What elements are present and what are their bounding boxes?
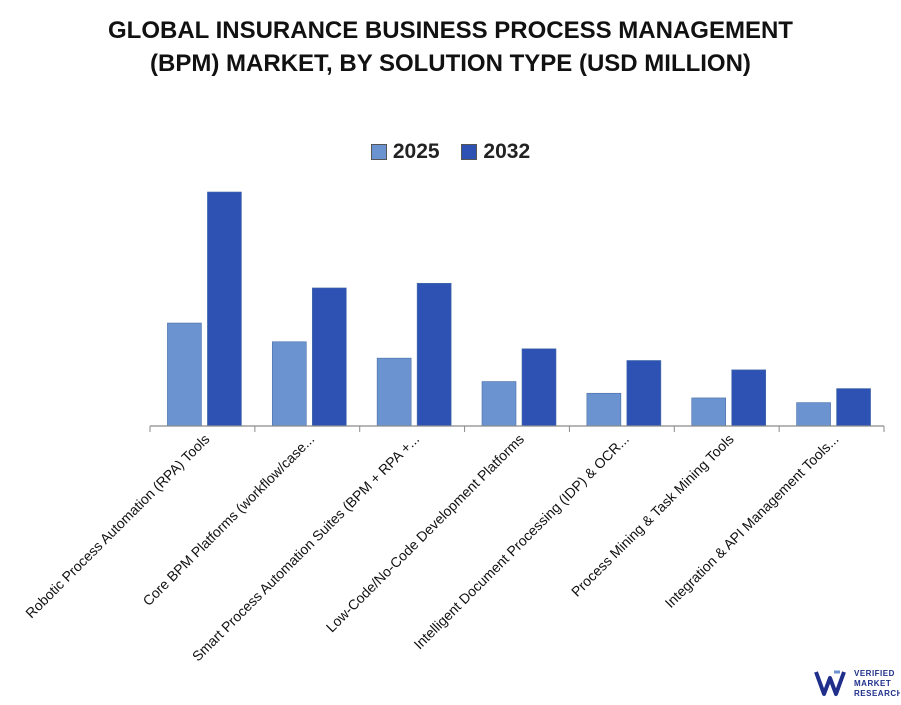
legend-label-2032: 2032 xyxy=(483,140,531,163)
logo-line-3: RESEARCH xyxy=(854,689,900,698)
x-tick-label-6: Integration & API Management Tools... xyxy=(662,431,842,611)
bar-2025-3 xyxy=(481,381,517,427)
legend-label-2025: 2025 xyxy=(392,140,440,163)
chart-title: GLOBAL INSURANCE BUSINESS PROCESS MANAGE… xyxy=(0,14,901,80)
bar-2025-5 xyxy=(691,397,727,427)
logo-line-2: MARKET xyxy=(854,679,891,688)
brand-logo: VERIFIED MARKET RESEARCH xyxy=(814,669,900,698)
legend-swatch-2025 xyxy=(370,144,387,160)
legend: 2025 2032 xyxy=(0,140,901,166)
logo-mark-icon xyxy=(814,670,846,696)
bar-2025-2 xyxy=(376,357,412,427)
bar-2025-4 xyxy=(586,392,622,427)
logo-line-1: VERIFIED xyxy=(854,669,895,678)
bar-2032-2 xyxy=(416,282,452,427)
bar-2032-4 xyxy=(626,360,662,427)
x-tick-label-5: Process Mining & Task Mining Tools xyxy=(568,431,737,600)
x-tick-label-3: Low-Code/No-Code Development Platforms xyxy=(323,431,527,635)
legend-item-2032: 2032 xyxy=(461,140,530,164)
bar-2032-0 xyxy=(207,191,242,427)
bar-2032-5 xyxy=(731,369,767,427)
x-tick-label-2: Smart Process Automation Suites (BPM + R… xyxy=(189,431,422,664)
legend-swatch-2032 xyxy=(461,144,478,160)
x-tick-label-1: Core BPM Platforms (workflow/case... xyxy=(139,431,317,609)
bar-2032-3 xyxy=(521,348,557,427)
x-tick-label-4: Intelligent Document Processing (IDP) & … xyxy=(410,431,631,652)
bar-2032-1 xyxy=(311,287,347,427)
chart-title-line-2: (BPM) MARKET, BY SOLUTION TYPE (USD MILL… xyxy=(150,50,751,77)
bar-2025-6 xyxy=(796,402,831,427)
bar-2025-1 xyxy=(271,341,307,427)
chart-title-line-1: GLOBAL INSURANCE BUSINESS PROCESS MANAGE… xyxy=(108,17,793,44)
bar-2025-0 xyxy=(167,322,202,427)
x-tick-label-0: Robotic Process Automation (RPA) Tools xyxy=(22,431,212,621)
legend-item-2025: 2025 xyxy=(370,140,440,164)
bar-2032-6 xyxy=(836,388,871,427)
